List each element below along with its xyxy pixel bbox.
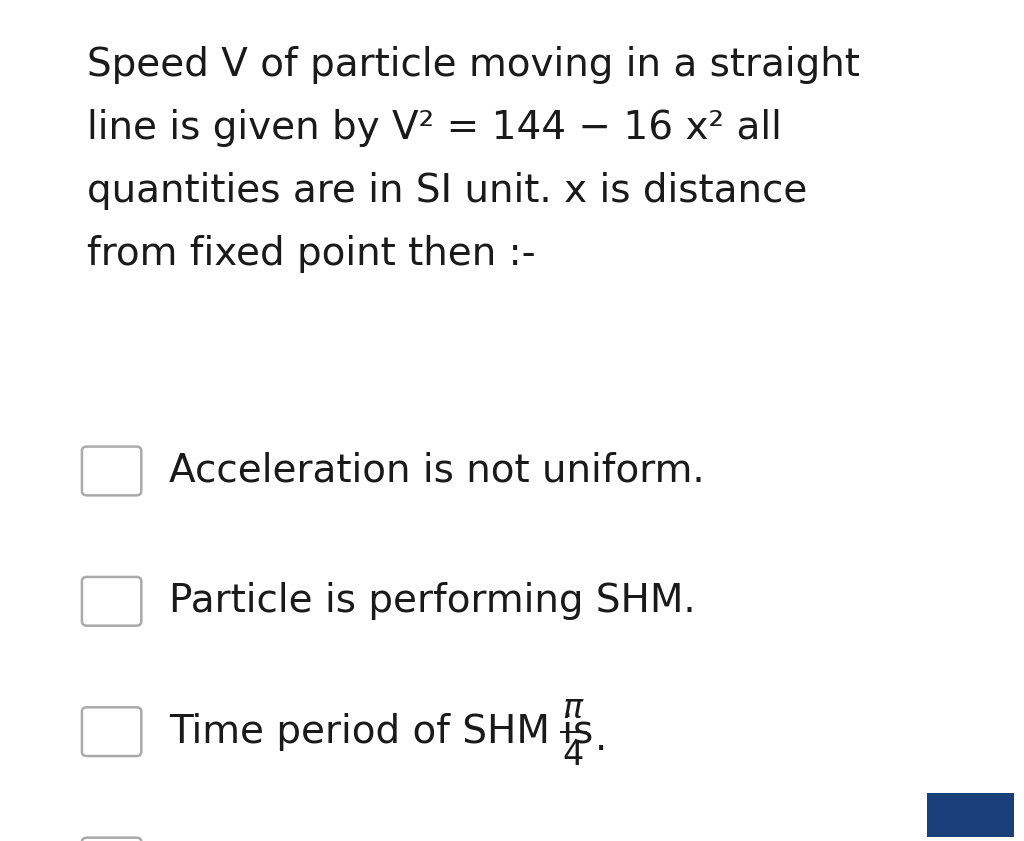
FancyBboxPatch shape (82, 577, 141, 626)
Text: line is given by V² = 144 − 16 x² all: line is given by V² = 144 − 16 x² all (87, 109, 782, 147)
FancyBboxPatch shape (82, 838, 141, 841)
Text: quantities are in SI unit. x is distance: quantities are in SI unit. x is distance (87, 172, 807, 210)
Text: Acceleration is not uniform.: Acceleration is not uniform. (169, 452, 705, 490)
Text: Speed V of particle moving in a straight: Speed V of particle moving in a straight (87, 46, 860, 84)
FancyBboxPatch shape (82, 707, 141, 756)
FancyBboxPatch shape (82, 447, 141, 495)
Bar (927, 793, 1014, 837)
Text: .: . (595, 720, 607, 758)
Text: $\pi$: $\pi$ (562, 691, 585, 725)
Text: Particle is performing SHM.: Particle is performing SHM. (169, 582, 695, 621)
Text: Time period of SHM is: Time period of SHM is (169, 712, 605, 751)
Text: 4: 4 (563, 738, 584, 772)
Text: from fixed point then :-: from fixed point then :- (87, 235, 536, 273)
